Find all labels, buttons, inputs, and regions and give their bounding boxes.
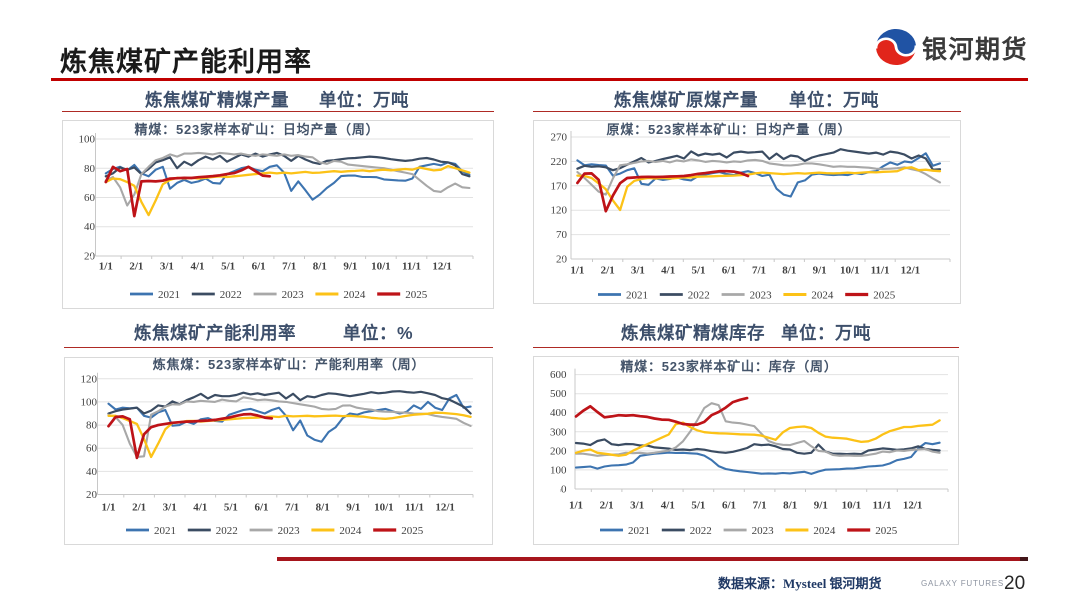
svg-text:10/1: 10/1 xyxy=(371,261,391,273)
svg-text:70: 70 xyxy=(556,229,568,241)
svg-text:10/1: 10/1 xyxy=(842,500,862,512)
svg-text:100: 100 xyxy=(79,134,96,146)
svg-text:2024: 2024 xyxy=(339,525,362,537)
svg-text:2024: 2024 xyxy=(811,290,834,302)
svg-text:5/1: 5/1 xyxy=(691,265,705,277)
svg-text:20: 20 xyxy=(84,251,96,263)
svg-text:2022: 2022 xyxy=(216,525,238,537)
svg-text:2021: 2021 xyxy=(626,290,648,302)
svg-text:2022: 2022 xyxy=(220,289,242,301)
svg-text:8/1: 8/1 xyxy=(783,500,797,512)
svg-text:2023: 2023 xyxy=(282,289,305,301)
svg-text:10/1: 10/1 xyxy=(840,265,860,277)
svg-text:11/1: 11/1 xyxy=(402,261,421,273)
svg-text:3/1: 3/1 xyxy=(163,502,177,514)
svg-text:11/1: 11/1 xyxy=(405,502,424,514)
svg-text:2025: 2025 xyxy=(405,289,428,301)
svg-text:6/1: 6/1 xyxy=(252,261,266,273)
svg-text:5/1: 5/1 xyxy=(224,502,238,514)
svg-text:2023: 2023 xyxy=(278,525,301,537)
svg-text:170: 170 xyxy=(551,180,568,192)
svg-text:12/1: 12/1 xyxy=(432,261,452,273)
svg-text:20: 20 xyxy=(556,254,568,266)
svg-text:精煤：523家样本矿山：日均产量（周）: 精煤：523家样本矿山：日均产量（周） xyxy=(135,122,380,137)
svg-text:2024: 2024 xyxy=(813,525,836,537)
svg-text:精煤：523家样本矿山：库存（周）: 精煤：523家样本矿山：库存（周） xyxy=(620,359,837,374)
svg-text:9/1: 9/1 xyxy=(814,500,828,512)
svg-text:9/1: 9/1 xyxy=(813,265,827,277)
svg-text:1/1: 1/1 xyxy=(569,500,583,512)
svg-text:1/1: 1/1 xyxy=(99,261,113,273)
svg-text:40: 40 xyxy=(84,221,96,233)
svg-text:9/1: 9/1 xyxy=(346,502,360,514)
svg-text:原煤：523家样本矿山：日均产量（周）: 原煤：523家样本矿山：日均产量（周） xyxy=(607,122,852,137)
svg-text:11/1: 11/1 xyxy=(871,265,890,277)
svg-text:2021: 2021 xyxy=(154,525,176,537)
svg-text:2022: 2022 xyxy=(688,290,710,302)
svg-text:2/1: 2/1 xyxy=(132,502,146,514)
svg-text:2025: 2025 xyxy=(875,525,898,537)
svg-text:2/1: 2/1 xyxy=(600,500,614,512)
svg-text:6/1: 6/1 xyxy=(722,265,736,277)
svg-text:7/1: 7/1 xyxy=(753,500,767,512)
svg-text:4/1: 4/1 xyxy=(661,500,675,512)
svg-text:2025: 2025 xyxy=(401,525,424,537)
svg-text:12/1: 12/1 xyxy=(435,502,455,514)
svg-text:80: 80 xyxy=(84,163,96,175)
svg-text:9/1: 9/1 xyxy=(343,261,357,273)
svg-text:60: 60 xyxy=(86,443,98,455)
svg-text:11/1: 11/1 xyxy=(873,500,892,512)
svg-text:12/1: 12/1 xyxy=(901,265,921,277)
svg-text:4/1: 4/1 xyxy=(190,261,204,273)
svg-text:2021: 2021 xyxy=(158,289,180,301)
svg-text:3/1: 3/1 xyxy=(160,261,174,273)
svg-text:6/1: 6/1 xyxy=(254,502,268,514)
svg-text:1/1: 1/1 xyxy=(570,265,584,277)
svg-text:120: 120 xyxy=(551,205,568,217)
svg-text:8/1: 8/1 xyxy=(313,261,327,273)
svg-text:8/1: 8/1 xyxy=(316,502,330,514)
svg-text:2025: 2025 xyxy=(873,290,896,302)
svg-text:600: 600 xyxy=(550,369,567,381)
svg-text:500: 500 xyxy=(550,388,567,400)
svg-text:6/1: 6/1 xyxy=(722,500,736,512)
svg-text:2022: 2022 xyxy=(690,525,712,537)
svg-text:300: 300 xyxy=(550,426,567,438)
svg-text:4/1: 4/1 xyxy=(661,265,675,277)
svg-text:100: 100 xyxy=(550,464,567,476)
svg-text:2023: 2023 xyxy=(750,290,773,302)
svg-text:5/1: 5/1 xyxy=(221,261,235,273)
svg-text:270: 270 xyxy=(551,132,568,144)
svg-text:12/1: 12/1 xyxy=(903,500,923,512)
svg-text:100: 100 xyxy=(81,396,98,408)
svg-text:7/1: 7/1 xyxy=(282,261,296,273)
svg-text:4/1: 4/1 xyxy=(193,502,207,514)
svg-text:10/1: 10/1 xyxy=(374,502,394,514)
svg-text:2/1: 2/1 xyxy=(601,265,615,277)
svg-text:2/1: 2/1 xyxy=(129,261,143,273)
svg-text:0: 0 xyxy=(561,484,567,496)
svg-text:5/1: 5/1 xyxy=(691,500,705,512)
svg-text:3/1: 3/1 xyxy=(631,265,645,277)
svg-text:120: 120 xyxy=(81,373,98,385)
svg-text:2021: 2021 xyxy=(628,525,650,537)
svg-text:2024: 2024 xyxy=(343,289,366,301)
svg-text:220: 220 xyxy=(551,156,568,168)
svg-text:炼焦煤：523家样本矿山：产能利用率（周）: 炼焦煤：523家样本矿山：产能利用率（周） xyxy=(153,357,426,372)
svg-text:2023: 2023 xyxy=(752,525,775,537)
svg-text:20: 20 xyxy=(86,489,98,501)
svg-text:3/1: 3/1 xyxy=(630,500,644,512)
svg-text:8/1: 8/1 xyxy=(782,265,796,277)
svg-text:60: 60 xyxy=(84,192,96,204)
svg-text:200: 200 xyxy=(550,445,567,457)
svg-text:7/1: 7/1 xyxy=(752,265,766,277)
svg-text:80: 80 xyxy=(86,420,98,432)
svg-text:400: 400 xyxy=(550,407,567,419)
svg-text:1/1: 1/1 xyxy=(101,502,115,514)
svg-text:7/1: 7/1 xyxy=(285,502,299,514)
svg-text:40: 40 xyxy=(86,466,98,478)
